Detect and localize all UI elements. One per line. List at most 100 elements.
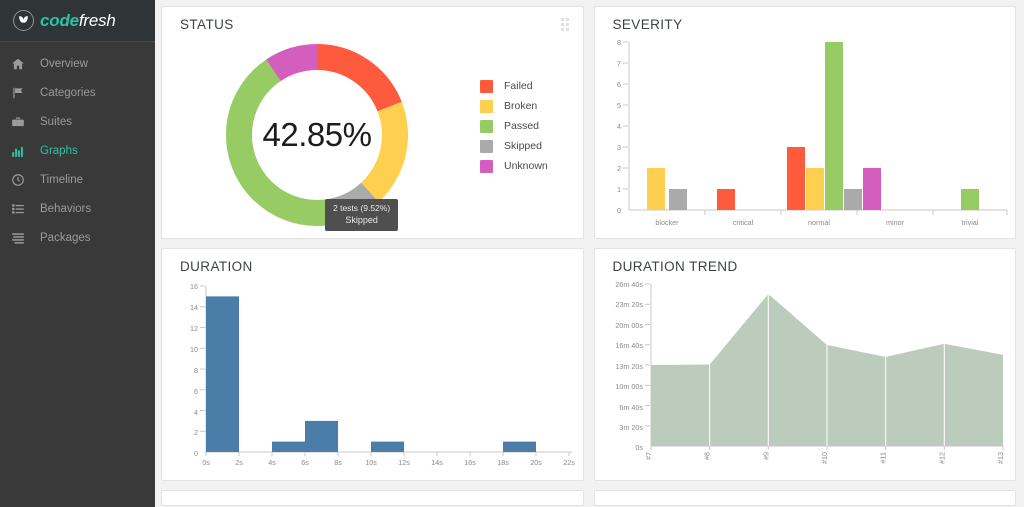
sidebar-item-label: Graphs	[40, 144, 78, 157]
clock-icon	[11, 173, 31, 187]
bar-duration-0s-2s[interactable]	[206, 296, 239, 452]
y-tick-label: 14	[190, 303, 198, 312]
donut-chart[interactable]: 42.85% 2 tests (9.52%) Skipped	[162, 32, 472, 238]
legend-label: Skipped	[504, 140, 542, 152]
duration-x-axis: 0s 2s 4s 6s 8s 10s 12s	[202, 452, 575, 467]
y-tick-label: 16m 40s	[615, 341, 643, 350]
legend-label: Passed	[504, 120, 540, 132]
legend-swatch-unknown	[480, 159, 493, 173]
x-tick-label: 8s	[334, 458, 342, 467]
panel-row3-right	[593, 490, 1016, 506]
sidebar-item-categories[interactable]: Categories	[0, 78, 155, 107]
y-tick-label: 2	[194, 428, 198, 437]
chart-tooltip: 2 tests (9.52%) Skipped	[325, 199, 399, 232]
tooltip-sub-text: Skipped	[345, 215, 378, 226]
sidebar-item-suites[interactable]: Suites	[0, 107, 155, 136]
legend-item-failed[interactable]: Failed	[480, 76, 583, 96]
bar-normal-skipped[interactable]	[843, 189, 862, 210]
status-legend: Failed Broken Passed	[472, 76, 583, 194]
dashboard-row-3	[161, 490, 1016, 506]
x-category-label: trivial	[961, 218, 978, 227]
bar-duration-20s-22s[interactable]	[503, 441, 536, 452]
sidebar-item-timeline[interactable]: Timeline	[0, 165, 155, 194]
bar-normal-passed[interactable]	[824, 42, 843, 210]
donut-segment-broken[interactable]	[226, 44, 408, 226]
trend-y-axis: 26m 40s 23m 20s 20m 00s 16m 40s 13m 20s …	[615, 280, 650, 452]
legend-item-skipped[interactable]: Skipped	[480, 136, 583, 156]
legend-item-broken[interactable]: Broken	[480, 96, 583, 116]
x-tick-label: 0s	[202, 458, 210, 467]
brand-name: codefresh	[40, 12, 116, 29]
x-tick-label: #9	[761, 452, 770, 460]
y-tick-label: 4	[194, 408, 198, 417]
y-tick-label: 20m 00s	[615, 321, 643, 330]
bar-duration-4s-6s[interactable]	[272, 441, 305, 452]
legend-item-passed[interactable]: Passed	[480, 116, 583, 136]
panel-severity: SEVERITY 8 7 6 5	[593, 6, 1016, 239]
drag-handle-icon[interactable]	[560, 18, 569, 31]
dashboard-main: STATUS	[155, 0, 1024, 507]
x-tick-label: 22s	[563, 458, 575, 467]
panel-row3-left	[161, 490, 584, 506]
dashboard-row-1: STATUS	[161, 6, 1016, 239]
bar-critical-failed[interactable]	[716, 189, 735, 210]
page-title: STATUS	[180, 17, 234, 32]
legend-label: Broken	[504, 100, 538, 112]
legend-item-unknown[interactable]: Unknown	[480, 156, 583, 176]
brand-logo[interactable]: codefresh	[0, 0, 155, 42]
y-tick-label: 1	[617, 185, 621, 194]
duration-trend-area-chart[interactable]: 26m 40s 23m 20s 20m 00s 16m 40s 13m 20s …	[595, 274, 1015, 474]
donut-segment-unknown[interactable]	[226, 44, 408, 226]
brand-name-part1: code	[40, 11, 79, 30]
sidebar-item-label: Categories	[40, 86, 96, 99]
sidebar-item-behaviors[interactable]: Behaviors	[0, 194, 155, 223]
y-tick-label: 6	[617, 80, 621, 89]
bar-trivial-passed[interactable]	[960, 189, 979, 210]
x-tick-label: #7	[644, 452, 653, 460]
legend-swatch-broken	[480, 99, 493, 113]
x-tick-label: 12s	[398, 458, 410, 467]
leaf-circle-icon	[13, 10, 34, 31]
bar-duration-6s-8s[interactable]	[305, 420, 338, 452]
sidebar: codefresh Overview Categories	[0, 0, 155, 507]
sidebar-item-graphs[interactable]: Graphs	[0, 136, 155, 165]
sidebar-item-overview[interactable]: Overview	[0, 49, 155, 78]
legend-swatch-failed	[480, 79, 493, 93]
duration-chart-body: 16 14 12 10 8 6 4	[162, 274, 583, 480]
duration-histogram[interactable]: 16 14 12 10 8 6 4	[162, 274, 582, 474]
y-tick-label: 7	[617, 59, 621, 68]
x-tick-label: 20s	[530, 458, 542, 467]
legend-label: Unknown	[504, 160, 548, 172]
status-chart-body: 42.85% 2 tests (9.52%) Skipped Failed	[162, 32, 583, 238]
bar-normal-unknown[interactable]	[862, 168, 881, 210]
severity-bar-chart[interactable]: 8 7 6 5 4 3 2	[595, 32, 1015, 232]
tooltip-main-text: 2 tests (9.52%)	[333, 203, 391, 213]
bar-blocker-skipped[interactable]	[668, 189, 687, 210]
y-tick-label: 3	[617, 143, 621, 152]
sidebar-nav: Overview Categories Suites	[0, 42, 155, 252]
y-tick-label: 0	[194, 449, 198, 458]
sidebar-item-label: Suites	[40, 115, 72, 128]
brand-name-part2: fresh	[78, 11, 116, 30]
bar-duration-10s-12s[interactable]	[371, 441, 404, 452]
y-tick-label: 0	[617, 206, 621, 215]
bar-normal-failed[interactable]	[786, 147, 805, 210]
sidebar-item-label: Timeline	[40, 173, 84, 186]
y-tick-label: 0s	[635, 443, 643, 452]
briefcase-icon	[11, 115, 31, 129]
x-tick-label: 2s	[235, 458, 243, 467]
bar-normal-broken[interactable]	[805, 168, 824, 210]
page-title: DURATION TREND	[612, 259, 738, 274]
sidebar-item-packages[interactable]: Packages	[0, 223, 155, 252]
home-icon	[11, 57, 31, 71]
donut-segment-passed[interactable]	[226, 44, 408, 226]
severity-chart-body: 8 7 6 5 4 3 2	[595, 32, 1016, 238]
x-category-label: blocker	[655, 218, 679, 227]
x-tick-label: 18s	[497, 458, 509, 467]
x-tick-label: 14s	[431, 458, 443, 467]
x-tick-label: #11	[878, 452, 887, 463]
flag-icon	[11, 86, 31, 100]
bar-blocker-broken[interactable]	[646, 168, 665, 210]
y-tick-label: 4	[617, 122, 621, 131]
y-tick-label: 26m 40s	[615, 280, 643, 289]
